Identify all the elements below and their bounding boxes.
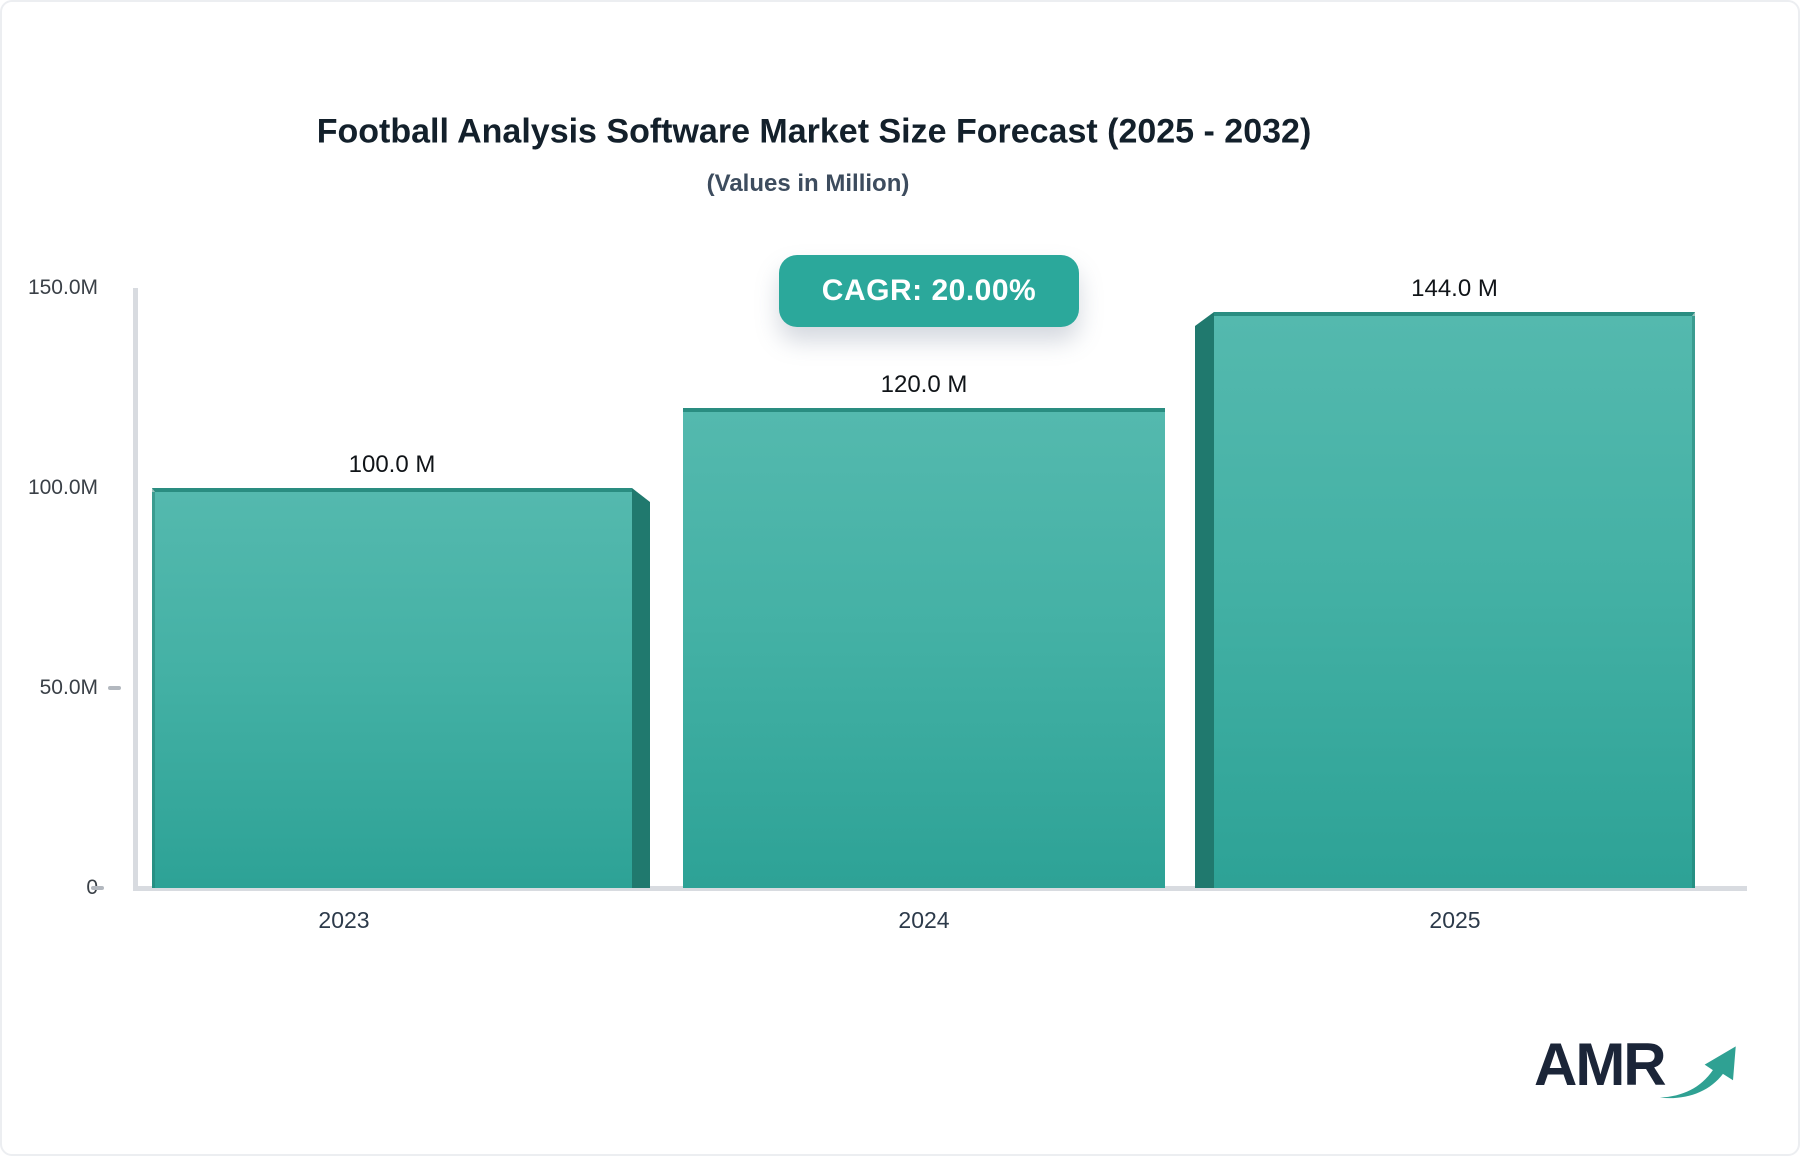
bar-2023[interactable] <box>152 488 632 888</box>
cagr-badge-label: CAGR: 20.00% <box>821 274 1037 307</box>
x-axis-category-label: 2023 <box>318 907 370 933</box>
bar-2025[interactable] <box>1214 312 1695 888</box>
y-axis-tick-label: 50.0M <box>39 676 98 699</box>
bar-2024[interactable] <box>683 408 1165 888</box>
y-axis-tick-mark <box>108 686 121 690</box>
bar-3d-side-face <box>1195 312 1214 888</box>
y-axis-tick-label: 100.0M <box>27 476 98 499</box>
growth-arrow-icon <box>1659 1046 1736 1099</box>
x-axis-line <box>133 886 1747 891</box>
y-axis-line <box>133 288 138 888</box>
chart-title: Football Analysis Software Market Size F… <box>316 112 1312 151</box>
x-axis-category-label: 2024 <box>898 907 950 933</box>
cagr-badge: CAGR: 20.00% <box>779 255 1079 327</box>
x-axis-category-label: 2025 <box>1429 907 1481 933</box>
y-axis-tick-label: 0 <box>2 875 98 901</box>
amr-logo: AMR <box>1534 1034 1747 1104</box>
bar-value-label: 144.0 M <box>1411 275 1498 302</box>
amr-logo-text: AMR <box>1534 1031 1667 1098</box>
bar-value-label: 120.0 M <box>880 371 968 398</box>
y-axis-tick-label: 150.0M <box>27 276 98 299</box>
bar-3d-side-face <box>632 488 650 888</box>
y-axis-tick-mark <box>91 886 104 890</box>
chart-subtitle: (Values in Million) <box>706 170 910 197</box>
bar-value-label: 100.0 M <box>348 451 436 478</box>
